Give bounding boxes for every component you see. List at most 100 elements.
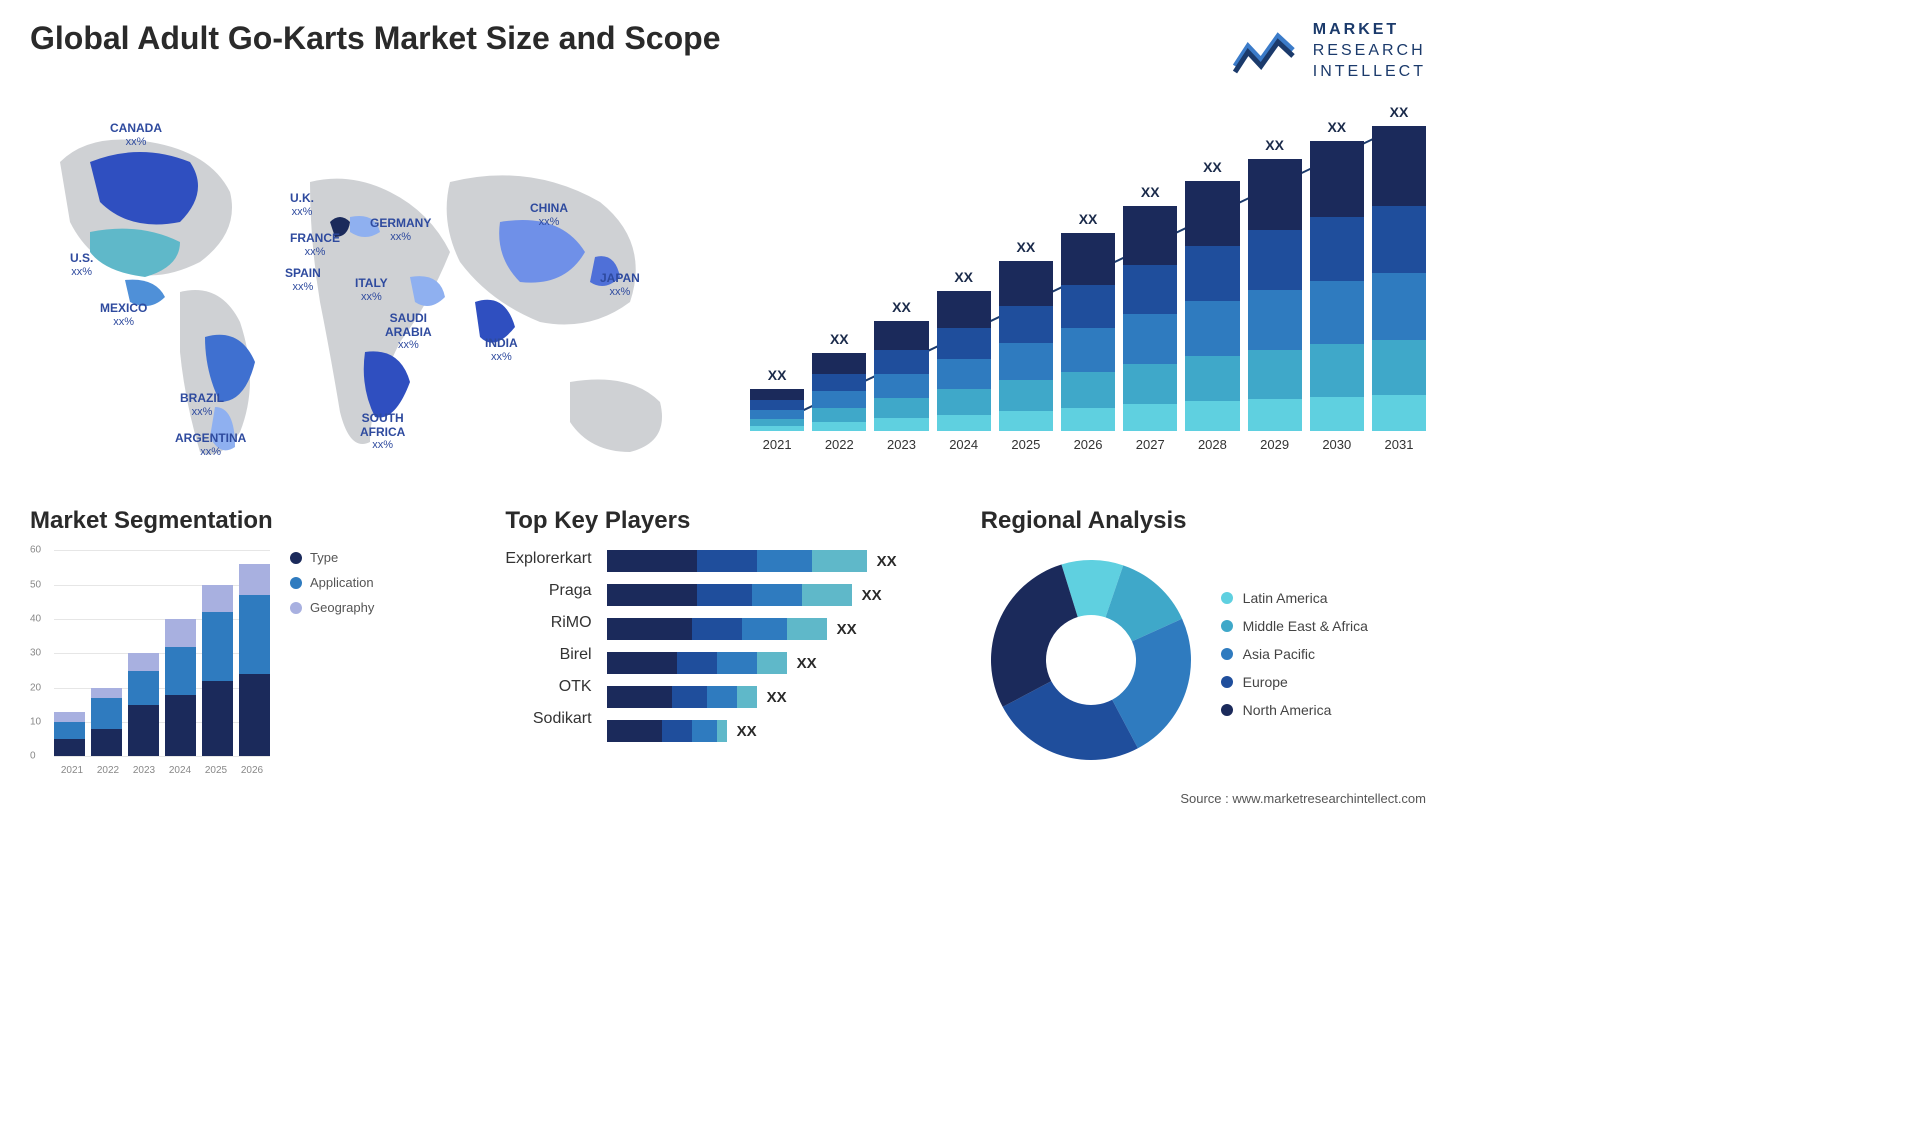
growth-bar-label: XX: [1079, 211, 1098, 227]
seg-bar: [54, 712, 85, 757]
growth-bar-label: XX: [1141, 184, 1160, 200]
growth-bar: XX 2028: [1185, 159, 1239, 452]
growth-bar: XX 2026: [1061, 211, 1115, 452]
growth-year-label: 2022: [825, 437, 854, 452]
map-label: SOUTHAFRICAxx%: [360, 412, 405, 450]
logo-line2: RESEARCH: [1313, 41, 1426, 62]
map-label: BRAZILxx%: [180, 392, 224, 417]
map-label: U.K.xx%: [290, 192, 314, 217]
growth-bar-label: XX: [1390, 104, 1409, 120]
seg-bar: [239, 564, 270, 756]
logo-line3: INTELLECT: [1313, 62, 1426, 83]
player-value: XX: [737, 723, 757, 740]
player-name: Sodikart: [505, 710, 591, 728]
player-name: Explorerkart: [505, 550, 591, 568]
player-row: XX: [607, 686, 951, 708]
growth-year-label: 2025: [1011, 437, 1040, 452]
seg-legend-item: Application: [290, 575, 374, 590]
brand-logo: MARKET RESEARCH INTELLECT: [1233, 20, 1426, 82]
growth-bar: XX 2029: [1248, 137, 1302, 452]
regional-title: Regional Analysis: [981, 507, 1426, 535]
player-value: XX: [767, 689, 787, 706]
regional-legend-item: Latin America: [1221, 590, 1368, 606]
growth-year-label: 2026: [1074, 437, 1103, 452]
segmentation-chart: 0102030405060202120222023202420252026: [30, 550, 270, 780]
map-label: SPAINxx%: [285, 267, 321, 292]
growth-bar: XX 2027: [1123, 184, 1177, 452]
regional-donut: [981, 550, 1201, 770]
source-citation: Source : www.marketresearchintellect.com: [1180, 791, 1426, 806]
logo-icon: [1233, 26, 1303, 76]
key-players-chart: XX XX XX XX XX XX: [607, 550, 951, 742]
growth-bar-label: XX: [954, 269, 973, 285]
map-label: GERMANYxx%: [370, 217, 431, 242]
player-row: XX: [607, 550, 951, 572]
growth-bar-label: XX: [768, 367, 787, 383]
growth-year-label: 2023: [887, 437, 916, 452]
growth-bar-label: XX: [1265, 137, 1284, 153]
map-label: ITALYxx%: [355, 277, 388, 302]
regional-legend-item: Asia Pacific: [1221, 646, 1368, 662]
growth-bar-label: XX: [830, 331, 849, 347]
seg-legend-item: Type: [290, 550, 374, 565]
player-value: XX: [862, 587, 882, 604]
growth-bar: XX 2025: [999, 239, 1053, 452]
map-label: JAPANxx%: [600, 272, 640, 297]
player-row: XX: [607, 584, 951, 606]
growth-year-label: 2030: [1322, 437, 1351, 452]
regional-panel: Regional Analysis Latin America Middle Ea…: [981, 507, 1426, 780]
map-label: FRANCExx%: [290, 232, 340, 257]
segmentation-legend: Type Application Geography: [290, 550, 374, 780]
growth-bar: XX 2023: [874, 299, 928, 452]
map-label: SAUDIARABIAxx%: [385, 312, 432, 350]
seg-bar: [165, 619, 196, 756]
key-players-panel: Top Key Players Explorerkart Praga RiMO Bir…: [505, 507, 950, 780]
key-players-title: Top Key Players: [505, 507, 950, 535]
growth-bar-label: XX: [892, 299, 911, 315]
player-name: RiMO: [505, 614, 591, 632]
page-title: Global Adult Go-Karts Market Size and Sc…: [30, 20, 720, 57]
growth-bar: XX 2031: [1372, 104, 1426, 452]
map-label: U.S.xx%: [70, 252, 93, 277]
growth-year-label: 2028: [1198, 437, 1227, 452]
seg-bar: [128, 653, 159, 756]
growth-year-label: 2021: [763, 437, 792, 452]
map-label: INDIAxx%: [485, 337, 518, 362]
map-label: CHINAxx%: [530, 202, 568, 227]
player-row: XX: [607, 720, 951, 742]
growth-bar-label: XX: [1017, 239, 1036, 255]
player-value: XX: [837, 621, 857, 638]
segmentation-panel: Market Segmentation 01020304050602021202…: [30, 507, 475, 780]
regional-legend-item: Middle East & Africa: [1221, 618, 1368, 634]
player-value: XX: [797, 655, 817, 672]
seg-bar: [202, 585, 233, 757]
player-value: XX: [877, 553, 897, 570]
growth-year-label: 2024: [949, 437, 978, 452]
player-row: XX: [607, 618, 951, 640]
player-row: XX: [607, 652, 951, 674]
growth-bar-label: XX: [1327, 119, 1346, 135]
map-label: ARGENTINAxx%: [175, 432, 246, 457]
logo-line1: MARKET: [1313, 21, 1399, 38]
donut-slice: [991, 565, 1078, 707]
regional-legend-item: North America: [1221, 702, 1368, 718]
segmentation-title: Market Segmentation: [30, 507, 475, 535]
player-name: Praga: [505, 582, 591, 600]
map-label: CANADAxx%: [110, 122, 162, 147]
growth-year-label: 2027: [1136, 437, 1165, 452]
map-label: MEXICOxx%: [100, 302, 147, 327]
regional-legend-item: Europe: [1221, 674, 1368, 690]
growth-bar: XX 2030: [1310, 119, 1364, 452]
growth-chart: XX 2021 XX 2022 XX 2023 XX 2024 XX 2025 XX 2026 XX 20…: [750, 102, 1426, 482]
growth-bar-label: XX: [1203, 159, 1222, 175]
seg-bar: [91, 688, 122, 757]
seg-legend-item: Geography: [290, 600, 374, 615]
growth-bar: XX 2024: [937, 269, 991, 452]
growth-bar: XX 2021: [750, 367, 804, 452]
player-name: Birel: [505, 646, 591, 664]
regional-legend: Latin America Middle East & Africa Asia Pa…: [1221, 590, 1368, 730]
growth-year-label: 2029: [1260, 437, 1289, 452]
player-name: OTK: [505, 678, 591, 696]
growth-year-label: 2031: [1385, 437, 1414, 452]
growth-bar: XX 2022: [812, 331, 866, 452]
